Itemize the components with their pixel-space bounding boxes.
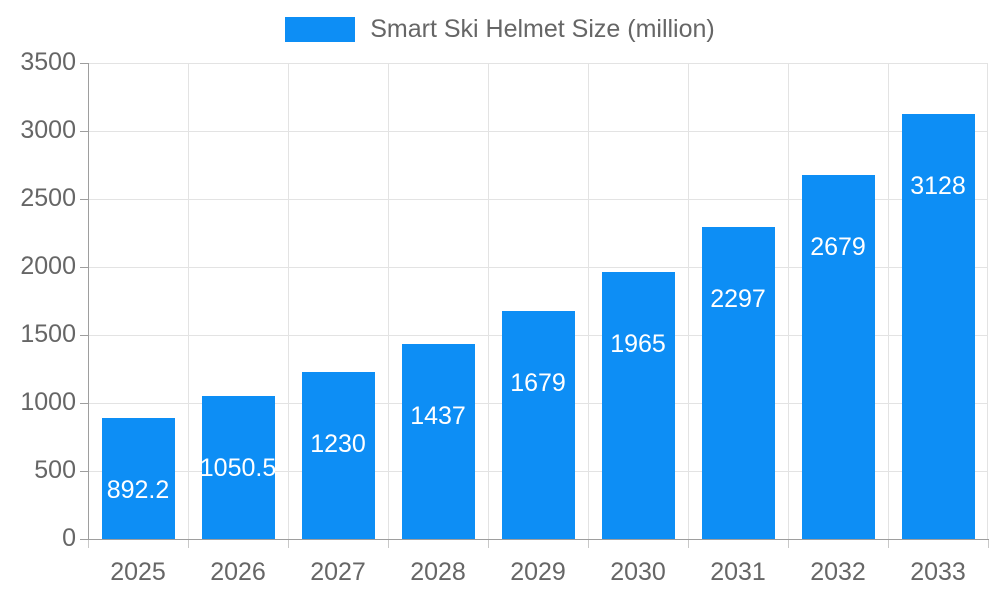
chart-legend: Smart Ski Helmet Size (million) (0, 0, 1000, 58)
x-axis-tick-label-2026: 2026 (210, 558, 266, 586)
x-axis-tick (788, 540, 789, 548)
y-axis-tick (80, 335, 88, 336)
x-axis-tick (288, 540, 289, 548)
gridline-vertical (888, 63, 889, 539)
gridline-vertical (688, 63, 689, 539)
y-axis-tick-label: 3500 (20, 48, 76, 76)
y-axis-tick (80, 539, 88, 540)
x-axis-line (88, 539, 989, 540)
x-axis-tick (688, 540, 689, 548)
bar-2028[interactable] (401, 343, 475, 539)
gridline-horizontal (88, 131, 988, 132)
gridline-horizontal (88, 267, 988, 268)
bar-2029[interactable] (501, 310, 575, 539)
x-axis-tick-label-2032: 2032 (810, 558, 866, 586)
y-axis-tick-label: 2000 (20, 252, 76, 280)
x-axis-tick-label-2028: 2028 (410, 558, 466, 586)
gridline-vertical (388, 63, 389, 539)
x-axis-tick-label-2027: 2027 (310, 558, 366, 586)
y-axis-tick-label: 3000 (20, 116, 76, 144)
y-axis-tick (80, 199, 88, 200)
x-axis-tick (388, 540, 389, 548)
gridline-vertical (788, 63, 789, 539)
bar-2032[interactable] (801, 174, 875, 539)
x-axis-tick-label-2025: 2025 (110, 558, 166, 586)
plot-area: 892.2 1050.5 1230 1437 1679 1965 2297 2679 3128 (88, 63, 988, 540)
x-axis-tick (988, 540, 989, 548)
y-axis-tick (80, 403, 88, 404)
y-axis-tick (80, 471, 88, 472)
y-axis-tick-label: 2500 (20, 184, 76, 212)
gridline-horizontal (88, 199, 988, 200)
gridline-vertical (588, 63, 589, 539)
x-axis-tick (88, 540, 89, 548)
y-axis-tick-label: 1500 (20, 320, 76, 348)
x-axis-tick-label-2029: 2029 (510, 558, 566, 586)
bar-2033[interactable] (901, 113, 975, 539)
legend-item-smart-ski-helmet-size[interactable]: Smart Ski Helmet Size (million) (285, 14, 715, 43)
x-axis-tick (188, 540, 189, 548)
x-axis-tick-label-2031: 2031 (710, 558, 766, 586)
bar-2031[interactable] (701, 226, 775, 539)
bar-2026[interactable] (201, 396, 275, 539)
x-axis-tick (488, 540, 489, 548)
y-axis-tick-labels: 0 500 1000 1500 2000 2500 3000 3500 (0, 0, 76, 600)
y-axis-tick (80, 63, 88, 64)
x-axis-tick (888, 540, 889, 548)
y-axis-tick (80, 131, 88, 132)
y-axis-tick (80, 267, 88, 268)
y-axis-tick-label: 1000 (20, 388, 76, 416)
gridline-horizontal (88, 63, 988, 64)
gridline-vertical (188, 63, 189, 539)
legend-swatch-smart-ski-helmet-size (285, 16, 356, 42)
y-axis-tick-label: 500 (34, 456, 76, 484)
legend-label-smart-ski-helmet-size: Smart Ski Helmet Size (million) (370, 14, 715, 43)
bar-2027[interactable] (301, 371, 375, 539)
y-axis-line (88, 63, 89, 540)
x-axis-tick-label-2033: 2033 (910, 558, 966, 586)
gridline-vertical (288, 63, 289, 539)
x-axis-tick-label-2030: 2030 (610, 558, 666, 586)
gridline-vertical (488, 63, 489, 539)
y-axis-tick-label: 0 (62, 524, 76, 552)
gridline-vertical (987, 63, 988, 539)
bar-2030[interactable] (601, 271, 675, 539)
bar-2025[interactable] (101, 417, 175, 539)
x-axis-tick (588, 540, 589, 548)
